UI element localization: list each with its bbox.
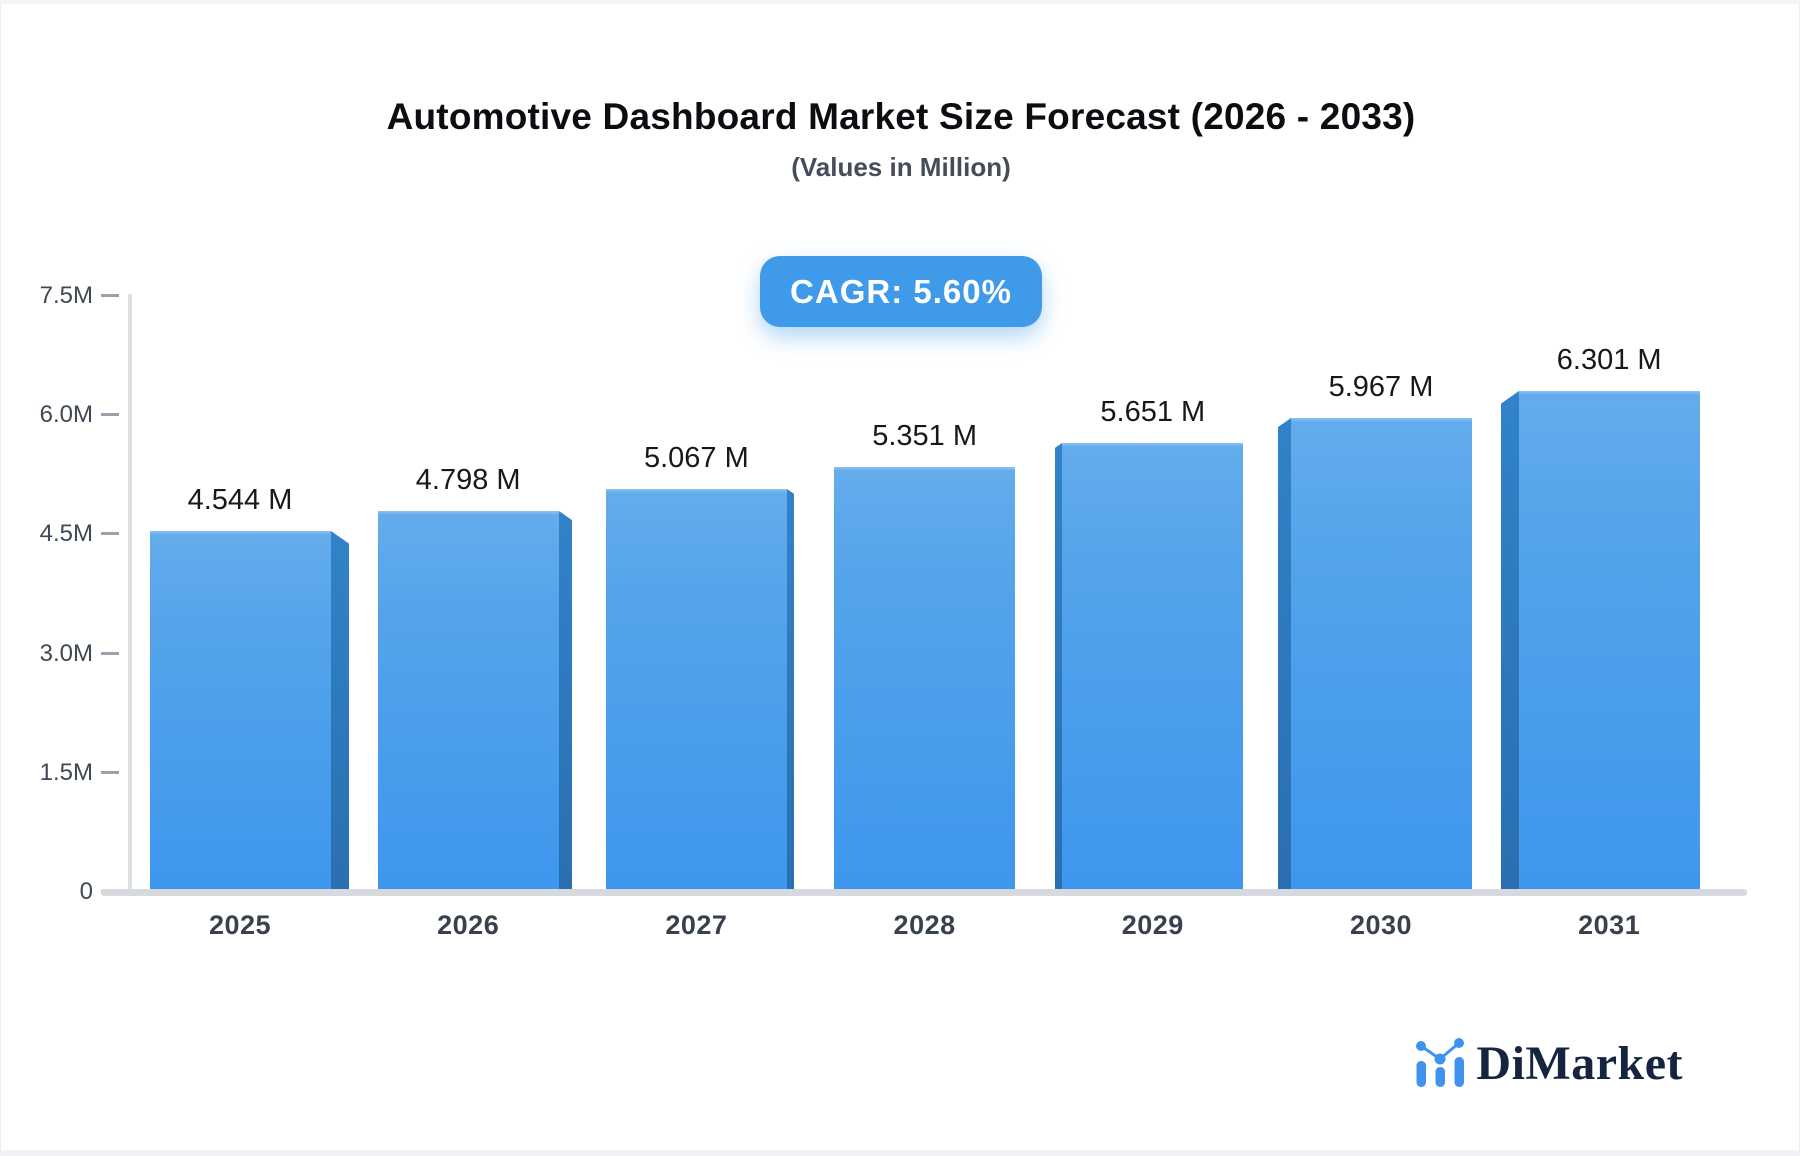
bar-value-label: 6.301 M [1556, 344, 1662, 377]
bar-face [1290, 417, 1472, 892]
y-tick-dash [101, 770, 119, 774]
dimarket-mini-barchart-icon [1414, 1033, 1466, 1094]
bar-value-label: 5.967 M [1328, 370, 1434, 403]
y-axis-line [128, 294, 132, 890]
bar-side [1055, 442, 1063, 892]
x-tick-label: 2025 [208, 910, 272, 940]
x-tick-label: 2027 [665, 910, 728, 940]
bar-side [786, 489, 794, 892]
bar [1055, 442, 1244, 892]
y-tick-dash [101, 413, 119, 417]
x-tick-label: 2031 [1578, 910, 1641, 940]
brand-logo: DiMarket [1414, 1033, 1683, 1094]
bar-face [834, 466, 1016, 892]
bar [605, 489, 794, 892]
x-tick-label: 2029 [1121, 910, 1184, 940]
bar-side [330, 530, 349, 892]
bar-value-label: 4.798 M [415, 463, 521, 496]
chart-subtitle: (Values in Million) [791, 152, 1011, 182]
x-axis-baseline [101, 889, 1747, 896]
y-tick-dash [101, 294, 119, 297]
bar-value-label: 5.651 M [1100, 395, 1206, 428]
bar-value-label: 4.544 M [187, 483, 293, 516]
y-tick-label: 4.5M [39, 520, 93, 548]
chart-title: Automotive Dashboard Market Size Forecas… [386, 96, 1416, 137]
bar-face [1062, 442, 1244, 892]
bar-side [558, 510, 572, 892]
bar [1277, 417, 1472, 892]
y-tick-dash [101, 532, 119, 536]
bar-side [1500, 391, 1519, 892]
x-tick-label: 2026 [437, 910, 500, 940]
y-tick-label: 6.0M [39, 401, 93, 429]
bar-face [605, 489, 787, 892]
y-tick-label: 7.5M [39, 282, 93, 309]
bar-value-label: 5.067 M [643, 442, 749, 475]
cagr-badge-row: CAGR: 5.60% [1, 256, 1800, 327]
bar [834, 466, 1016, 892]
bar [377, 510, 572, 892]
x-tick-label: 2030 [1349, 910, 1413, 940]
y-tick-label: 3.0M [39, 639, 93, 667]
y-tick-dash [101, 651, 119, 655]
bar [1500, 391, 1700, 892]
bar-face [149, 530, 331, 892]
y-tick-label: 0 [79, 878, 93, 905]
brand-name: DiMarket [1476, 1037, 1683, 1090]
bar-side [1277, 417, 1291, 892]
bar-face [1518, 391, 1700, 892]
cagr-badge: CAGR: 5.60% [760, 256, 1042, 327]
bar [149, 530, 349, 892]
y-tick-label: 1.5M [39, 758, 93, 786]
bar-face [377, 510, 559, 892]
bar-value-label: 5.351 M [872, 419, 977, 452]
x-tick-label: 2028 [893, 910, 956, 940]
